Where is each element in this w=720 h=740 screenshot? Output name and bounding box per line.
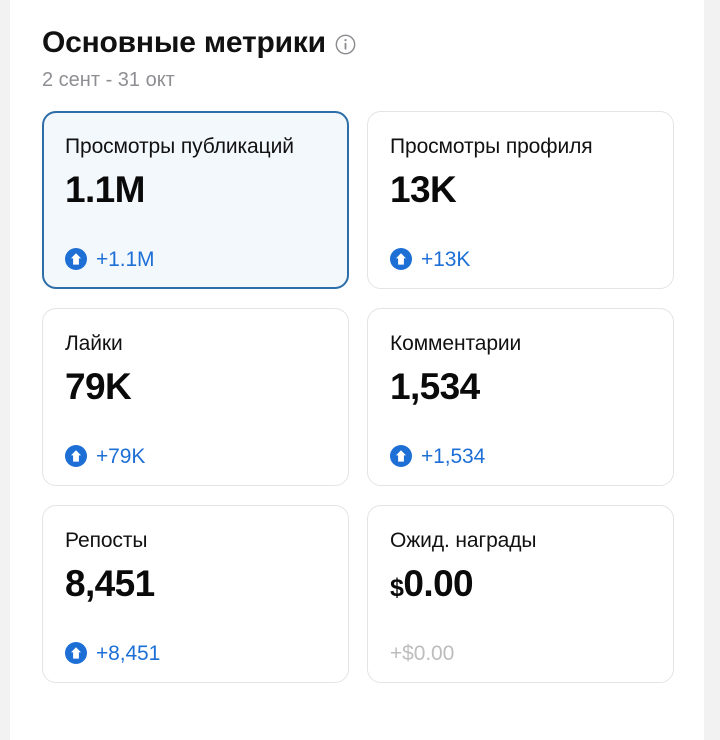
metric-value: 79K (65, 366, 328, 409)
metric-value: 13K (390, 169, 653, 212)
metric-delta-value: +8,451 (96, 641, 161, 665)
metrics-grid: Просмотры публикаций 1.1M +1.1M Просмотры п… (10, 111, 704, 683)
metric-card[interactable]: Просмотры публикаций 1.1M +1.1M (42, 111, 349, 289)
metric-card[interactable]: Репосты 8,451 +8,451 (42, 505, 349, 683)
metric-value-number: 1,534 (390, 366, 480, 408)
metric-delta-row: +1.1M (65, 234, 328, 270)
metric-delta-value: +1.1M (96, 247, 155, 271)
metric-delta-value: +13K (421, 247, 471, 271)
page-title: Основные метрики (42, 26, 326, 59)
metric-value: 8,451 (65, 563, 328, 606)
title-row: Основные метрики (42, 26, 704, 59)
metric-value-number: 13K (390, 169, 457, 211)
metric-delta-row: +$0.00 (390, 629, 653, 664)
insights-panel: Основные метрики 2 сент - 31 окт Просмот… (10, 0, 704, 740)
info-circle-icon[interactable] (335, 34, 356, 55)
arrow-up-circle-icon (390, 445, 412, 467)
metric-delta-value: +79K (96, 444, 146, 468)
metric-label: Ожид. награды (390, 529, 537, 552)
panel-header: Основные метрики 2 сент - 31 окт (10, 0, 704, 92)
metric-delta-row: +79K (65, 431, 328, 467)
metric-card[interactable]: Ожид. награды $0.00 +$0.00 (367, 505, 674, 683)
arrow-up-circle-icon (65, 445, 87, 467)
metric-value-number: 0.00 (403, 563, 474, 605)
metric-delta-row: +13K (390, 234, 653, 270)
metric-card[interactable]: Просмотры профиля 13K +13K (367, 111, 674, 289)
metric-value-number: 8,451 (65, 563, 155, 605)
currency-symbol: $ (390, 574, 404, 603)
metric-value: 1,534 (390, 366, 653, 409)
metric-label: Репосты (65, 529, 148, 552)
metric-label: Просмотры публикаций (65, 135, 294, 158)
arrow-up-circle-icon (65, 642, 87, 664)
metric-label: Комментарии (390, 332, 522, 355)
metric-delta-row: +1,534 (390, 431, 653, 467)
metric-value-number: 1.1M (65, 169, 145, 211)
arrow-up-circle-icon (65, 248, 87, 270)
metric-card[interactable]: Комментарии 1,534 +1,534 (367, 308, 674, 486)
metric-delta-value: +1,534 (421, 444, 486, 468)
metric-card[interactable]: Лайки 79K +79K (42, 308, 349, 486)
metric-label: Лайки (65, 332, 123, 355)
metric-delta-value: +$0.00 (390, 642, 455, 665)
metric-label: Просмотры профиля (390, 135, 593, 158)
metric-value-number: 79K (65, 366, 132, 408)
metric-delta-row: +8,451 (65, 628, 328, 664)
metric-value: $0.00 (390, 563, 653, 606)
metric-value: 1.1M (65, 169, 328, 212)
date-range: 2 сент - 31 окт (42, 69, 175, 91)
arrow-up-circle-icon (390, 248, 412, 270)
